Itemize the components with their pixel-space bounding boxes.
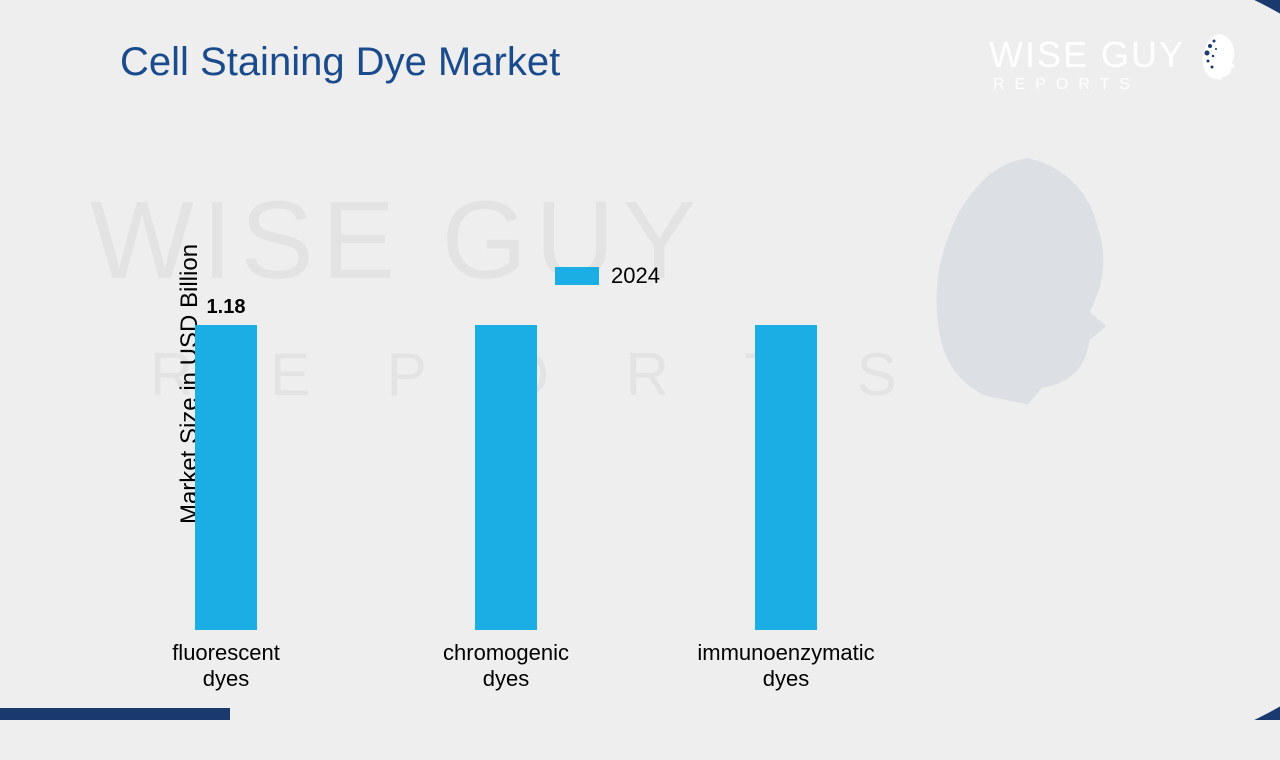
- logo-main-text: WISE GUY: [989, 34, 1185, 76]
- logo: WISE GUY REPORTS: [989, 30, 1240, 94]
- legend-label: 2024: [611, 263, 660, 289]
- bar-group-0: 1.18 fluorescent dyes: [195, 296, 257, 630]
- head-icon: [1190, 30, 1240, 80]
- bottom-accent-bar: [0, 708, 230, 720]
- bar-group-2: immunoenzymatic dyes: [755, 319, 817, 630]
- bar-label-0: fluorescent dyes: [126, 640, 326, 692]
- bar-group-1: chromogenic dyes: [475, 319, 537, 630]
- bar-2: [755, 325, 817, 630]
- chart-area: 1.18 fluorescent dyes chromogenic dyes i…: [120, 290, 900, 630]
- bar-1: [475, 325, 537, 630]
- bar-label-2: immunoenzymatic dyes: [686, 640, 886, 692]
- legend: 2024: [555, 263, 660, 289]
- legend-swatch: [555, 267, 599, 285]
- bar-value-0: 1.18: [207, 296, 246, 319]
- bar-0: [195, 325, 257, 630]
- chart-title: Cell Staining Dye Market: [120, 40, 560, 85]
- bar-label-1: chromogenic dyes: [406, 640, 606, 692]
